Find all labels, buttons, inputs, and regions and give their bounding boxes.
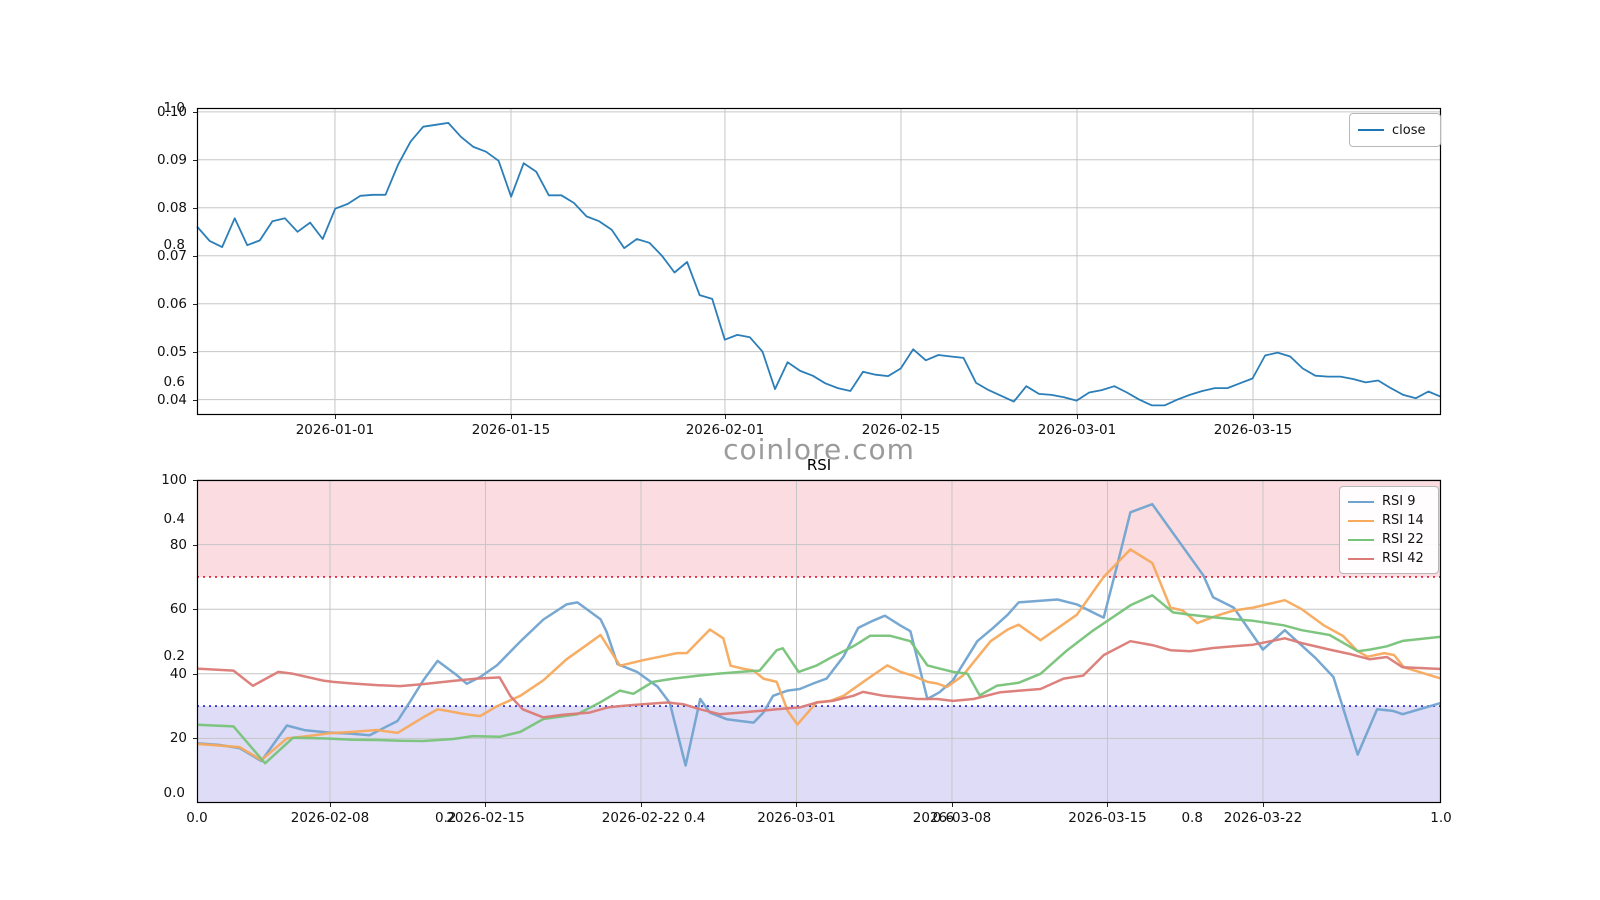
band-0-30 [197,706,1441,803]
x-tick-label: 2026-03-01 [1037,422,1117,438]
legend-line-swatch [1348,538,1374,541]
legend-label: RSI 22 [1382,532,1424,547]
y-tick-mark [193,207,197,209]
band-70-100 [197,480,1441,577]
legend-line-swatch [1348,557,1374,560]
y-tick-label: 0.10 [156,103,187,120]
x-tick-mark [1107,803,1109,807]
x-tick-label: 2026-02-01 [685,422,765,438]
y-tick-label: 60 [169,601,187,618]
overlay-y-tick-label: 1.0 [163,100,185,116]
rsi-chart-plot-area [196,479,1442,804]
x-tick-label: 2026-02-08 [290,810,370,826]
y-tick-mark [193,673,197,675]
legend-item-close: close [1358,121,1430,140]
x-tick-mark [329,803,331,807]
axes-frame [196,479,1442,804]
price-legend: close [1349,113,1441,147]
legend-line-swatch [1358,129,1384,131]
y-tick-mark [193,738,197,740]
overlay-x-tick-label: 0.4 [683,810,706,826]
y-tick-mark [193,351,197,353]
overlay-x-tick-label: 0.8 [1181,810,1203,826]
overlay-x-tick-label: 0.6 [932,810,955,826]
x-tick-label: 2026-03-15 [1068,810,1147,826]
x-tick-label: 2026-03-08 [912,810,992,826]
overlay-x-tick-label: 1.0 [1430,810,1452,826]
rsi-14-line [196,548,1442,762]
y-tick-mark [193,303,197,305]
overlay-y-tick-label: 0.8 [163,237,185,253]
overlay-y-tick-label: 0.4 [163,511,185,527]
legend-line-swatch [1348,519,1374,522]
overlay-x-tick-label: 0.2 [435,810,457,826]
y-tick-label: 0.06 [156,295,187,312]
legend-label: close [1392,122,1426,138]
y-tick-mark [193,111,197,113]
y-tick-label: 100 [161,472,187,488]
overlay-y-tick-label: 0.0 [163,785,185,801]
x-tick-mark [1253,415,1255,419]
x-tick-mark [334,415,336,419]
x-tick-label: 2026-02-22 [601,810,681,826]
y-tick-mark [193,480,197,481]
legend-item-rsi-14: RSI 14 [1348,511,1428,530]
legend-label: RSI 14 [1382,513,1424,528]
rsi-22-line [196,594,1442,765]
watermark: coinlore.com [723,433,915,466]
x-tick-mark [724,415,726,419]
x-tick-mark [1077,415,1078,419]
x-tick-label: 2026-03-15 [1213,422,1293,438]
y-tick-label: 20 [169,730,187,747]
y-tick-label: 0.05 [156,343,187,360]
rsi-9-line [196,502,1442,767]
x-tick-mark [485,803,487,807]
y-tick-mark [193,544,197,546]
legend-item-rsi-42: RSI 42 [1348,549,1428,568]
legend-item-rsi-22: RSI 22 [1348,530,1428,549]
y-tick-mark [193,255,197,257]
legend-line-swatch [1348,500,1374,503]
x-tick-mark [640,803,642,807]
y-tick-mark [193,609,197,611]
rsi-legend: RSI 9 RSI 14 RSI 22 RSI 42 [1339,486,1439,574]
x-tick-mark [510,415,512,419]
close-line [196,121,1442,407]
x-tick-mark [900,415,902,419]
x-tick-label: 2026-01-01 [295,422,375,438]
rsi-42-line [196,637,1442,719]
x-tick-mark [951,803,953,807]
axes-frame [196,107,1442,416]
x-tick-label: 2026-03-22 [1223,810,1303,826]
legend-label: RSI 9 [1382,494,1416,509]
y-tick-label: 0.07 [156,247,187,264]
x-tick-mark [796,803,798,807]
overlay-x-tick-label: 0.0 [186,810,208,826]
y-tick-mark [193,399,197,401]
legend-item-rsi-9: RSI 9 [1348,492,1428,511]
x-tick-label: 2026-02-15 [861,422,941,438]
legend-label: RSI 42 [1382,551,1424,566]
y-tick-label: 80 [169,536,187,553]
overlay-y-tick-label: 0.6 [163,374,185,390]
y-tick-label: 0.04 [156,391,187,408]
price-chart-plot-area [196,107,1442,416]
overlay-y-tick-label: 0.2 [163,648,185,664]
x-tick-label: 2026-02-15 [446,810,525,826]
x-tick-label: 2026-03-01 [757,810,836,826]
rsi-panel-title: RSI [806,456,832,474]
y-tick-label: 40 [169,665,187,682]
x-tick-mark [1262,803,1264,807]
y-tick-label: 0.08 [156,199,187,216]
y-tick-label: 0.09 [156,151,187,168]
x-tick-label: 2026-01-15 [471,422,551,438]
y-tick-mark [193,159,197,161]
